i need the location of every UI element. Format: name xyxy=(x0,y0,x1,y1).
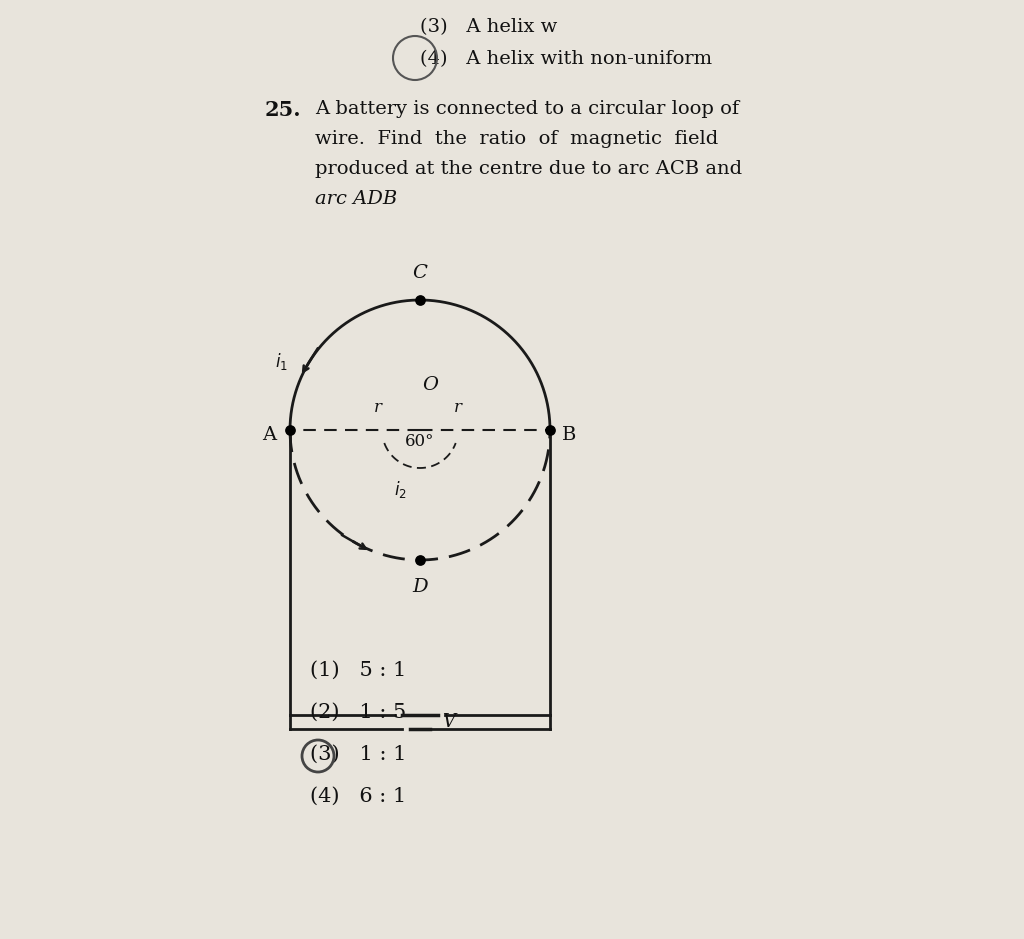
Text: r: r xyxy=(454,399,462,417)
Text: 60°: 60° xyxy=(406,434,435,451)
Text: D: D xyxy=(413,578,428,596)
Text: arc ADB: arc ADB xyxy=(315,190,397,208)
Text: wire.  Find  the  ratio  of  magnetic  field: wire. Find the ratio of magnetic field xyxy=(315,130,718,148)
Text: 25.: 25. xyxy=(265,100,302,120)
Text: r: r xyxy=(374,399,382,417)
Text: (4)   A helix with non-uniform: (4) A helix with non-uniform xyxy=(420,50,712,68)
Point xyxy=(412,292,428,307)
Text: (4)   6 : 1: (4) 6 : 1 xyxy=(310,787,407,806)
Text: (3)   A helix w: (3) A helix w xyxy=(420,18,557,36)
Text: (1)   5 : 1: (1) 5 : 1 xyxy=(310,660,407,680)
Text: (2)   1 : 5: (2) 1 : 5 xyxy=(310,702,407,721)
Text: C: C xyxy=(413,264,427,282)
Text: $i_1$: $i_1$ xyxy=(275,350,288,372)
Point xyxy=(542,423,558,438)
Text: V: V xyxy=(442,713,455,731)
Text: produced at the centre due to arc ACB and: produced at the centre due to arc ACB an… xyxy=(315,160,742,178)
Text: A battery is connected to a circular loop of: A battery is connected to a circular loo… xyxy=(315,100,739,118)
Text: (3)   1 : 1: (3) 1 : 1 xyxy=(310,745,407,763)
Text: A: A xyxy=(262,426,276,444)
Point xyxy=(412,552,428,567)
Text: O: O xyxy=(422,376,438,394)
Point xyxy=(282,423,298,438)
Text: $i_2$: $i_2$ xyxy=(393,480,407,500)
Text: B: B xyxy=(562,426,577,444)
